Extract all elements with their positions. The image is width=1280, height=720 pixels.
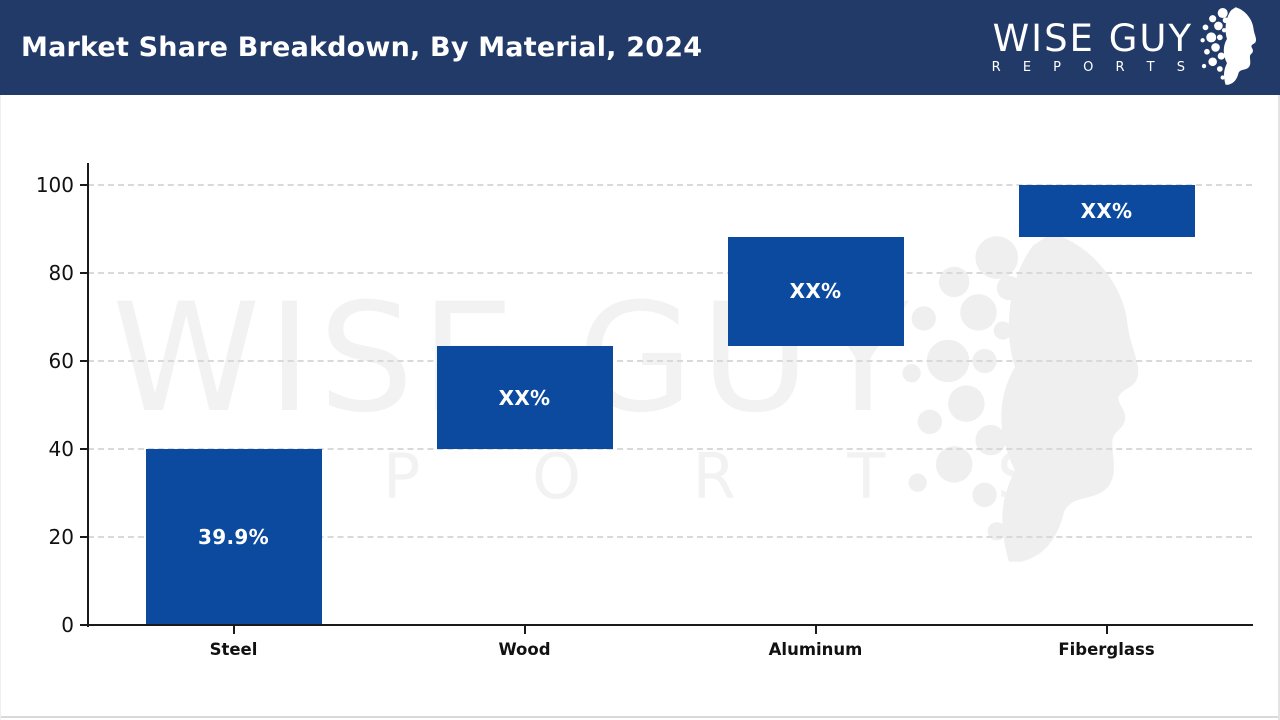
bar-fiberglass: XX% [1018, 185, 1195, 237]
left-border [0, 95, 1, 720]
wise-guy-logo: WISE GUY R E P O R T S [992, 3, 1266, 93]
right-border [1278, 95, 1280, 720]
bottom-border [0, 716, 1280, 718]
page-title: Market Share Breakdown, By Material, 202… [21, 32, 703, 63]
logo-wordmark: WISE GUY [992, 17, 1194, 60]
y-axis-tick [80, 536, 88, 538]
category-label: Aluminum [768, 640, 863, 659]
gridline [88, 536, 1252, 538]
y-tick-label: 40 [48, 437, 74, 461]
y-tick-label: 20 [48, 525, 74, 549]
x-axis-tick [232, 626, 235, 634]
bar-steel: 39.9% [145, 449, 322, 625]
bar-value-label: 39.9% [198, 525, 269, 550]
gridline [88, 184, 1252, 186]
bar-wood: XX% [436, 346, 613, 450]
y-tick-label: 100 [35, 173, 74, 197]
bar-value-label: XX% [498, 385, 551, 410]
y-tick-label: 0 [61, 613, 74, 637]
y-axis-tick [80, 448, 88, 450]
x-axis-line [87, 624, 1253, 626]
bar-value-label: XX% [1080, 198, 1133, 223]
y-tick-label: 80 [48, 261, 74, 285]
gridline [88, 448, 1252, 450]
category-label: Steel [209, 640, 258, 659]
header-bar: Market Share Breakdown, By Material, 202… [0, 0, 1280, 95]
x-axis-tick [1105, 626, 1108, 634]
gridline [88, 360, 1252, 362]
logo-subtitle: R E P O R T S [991, 60, 1194, 75]
category-label: Wood [498, 640, 551, 659]
y-axis-tick [80, 184, 88, 186]
logo-text: WISE GUY R E P O R T S [992, 20, 1194, 75]
x-axis-tick [814, 626, 817, 634]
x-axis-tick [523, 626, 526, 634]
y-axis-line [87, 163, 89, 627]
category-label: Fiberglass [1058, 640, 1155, 659]
bar-value-label: XX% [789, 279, 842, 304]
y-axis-tick [80, 360, 88, 362]
gridline [88, 272, 1252, 274]
bar-aluminum: XX% [727, 236, 904, 347]
y-axis-tick [80, 624, 88, 626]
y-tick-label: 60 [48, 349, 74, 373]
y-axis-tick [80, 272, 88, 274]
